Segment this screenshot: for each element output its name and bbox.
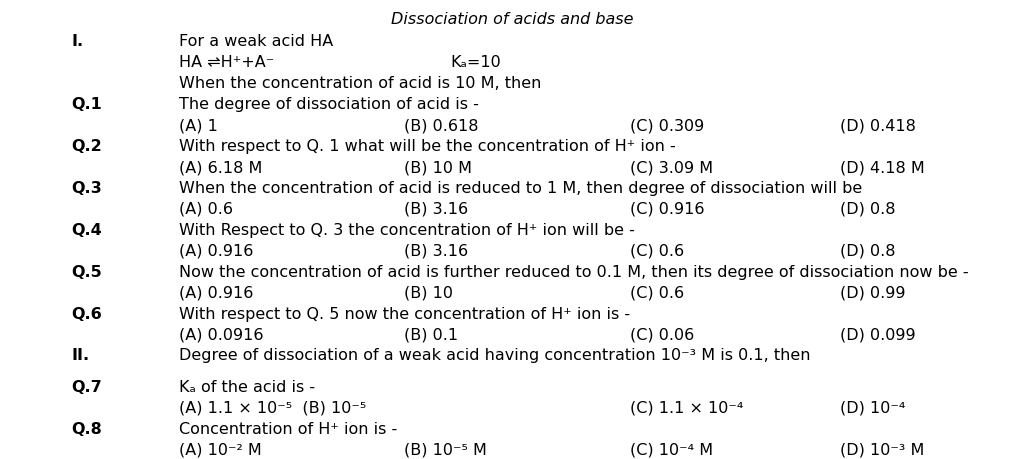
Text: Dissociation of acids and base: Dissociation of acids and base bbox=[391, 11, 633, 27]
Text: (D) 0.99: (D) 0.99 bbox=[840, 285, 905, 300]
Text: The degree of dissociation of acid is -: The degree of dissociation of acid is - bbox=[179, 97, 479, 112]
Text: (B) 10: (B) 10 bbox=[404, 285, 454, 300]
Text: (A) 10⁻² M: (A) 10⁻² M bbox=[179, 442, 262, 457]
Text: With respect to Q. 1 what will be the concentration of H⁺ ion -: With respect to Q. 1 what will be the co… bbox=[179, 139, 676, 154]
Text: Q.1: Q.1 bbox=[72, 97, 102, 112]
Text: Q.3: Q.3 bbox=[72, 180, 102, 196]
Text: (C) 0.309: (C) 0.309 bbox=[630, 118, 705, 133]
Text: (C) 0.6: (C) 0.6 bbox=[630, 285, 684, 300]
Text: Now the concentration of acid is further reduced to 0.1 M, then its degree of di: Now the concentration of acid is further… bbox=[179, 264, 969, 279]
Text: (B) 10⁻⁵ M: (B) 10⁻⁵ M bbox=[404, 442, 487, 457]
Text: (A) 0.916: (A) 0.916 bbox=[179, 243, 254, 258]
Text: (C) 0.06: (C) 0.06 bbox=[630, 327, 694, 342]
Text: II.: II. bbox=[72, 347, 90, 363]
Text: (A) 0.0916: (A) 0.0916 bbox=[179, 327, 264, 342]
Text: Concentration of H⁺ ion is -: Concentration of H⁺ ion is - bbox=[179, 421, 397, 436]
Text: (D) 0.8: (D) 0.8 bbox=[840, 243, 895, 258]
Text: (C) 10⁻⁴ M: (C) 10⁻⁴ M bbox=[630, 442, 713, 457]
Text: (C) 0.6: (C) 0.6 bbox=[630, 243, 684, 258]
Text: (B) 3.16: (B) 3.16 bbox=[404, 243, 469, 258]
Text: (C) 3.09 M: (C) 3.09 M bbox=[630, 160, 713, 175]
Text: (D) 0.099: (D) 0.099 bbox=[840, 327, 915, 342]
Text: (B) 3.16: (B) 3.16 bbox=[404, 202, 469, 217]
Text: (D) 0.418: (D) 0.418 bbox=[840, 118, 915, 133]
Text: (C) 0.916: (C) 0.916 bbox=[630, 202, 705, 217]
Text: Kₐ=10: Kₐ=10 bbox=[451, 55, 502, 70]
Text: (A) 0.6: (A) 0.6 bbox=[179, 202, 233, 217]
Text: (D) 4.18 M: (D) 4.18 M bbox=[840, 160, 925, 175]
Text: (A) 0.916: (A) 0.916 bbox=[179, 285, 254, 300]
Text: Q.2: Q.2 bbox=[72, 139, 102, 154]
Text: Q.6: Q.6 bbox=[72, 306, 102, 321]
Text: Q.4: Q.4 bbox=[72, 222, 102, 237]
Text: HA ⇌H⁺+A⁻: HA ⇌H⁺+A⁻ bbox=[179, 55, 274, 70]
Text: (A) 1: (A) 1 bbox=[179, 118, 218, 133]
Text: With Respect to Q. 3 the concentration of H⁺ ion will be -: With Respect to Q. 3 the concentration o… bbox=[179, 222, 635, 237]
Text: Q.8: Q.8 bbox=[72, 421, 102, 436]
Text: (D) 0.8: (D) 0.8 bbox=[840, 202, 895, 217]
Text: Q.5: Q.5 bbox=[72, 264, 102, 279]
Text: Kₐ of the acid is -: Kₐ of the acid is - bbox=[179, 379, 315, 394]
Text: Q.7: Q.7 bbox=[72, 379, 102, 394]
Text: When the concentration of acid is 10 M, then: When the concentration of acid is 10 M, … bbox=[179, 76, 542, 91]
Text: (C) 1.1 × 10⁻⁴: (C) 1.1 × 10⁻⁴ bbox=[630, 400, 743, 415]
Text: I.: I. bbox=[72, 34, 84, 50]
Text: (D) 10⁻⁴: (D) 10⁻⁴ bbox=[840, 400, 905, 415]
Text: Degree of dissociation of a weak acid having concentration 10⁻³ M is 0.1, then: Degree of dissociation of a weak acid ha… bbox=[179, 347, 811, 363]
Text: (D) 10⁻³ M: (D) 10⁻³ M bbox=[840, 442, 924, 457]
Text: (B) 0.1: (B) 0.1 bbox=[404, 327, 459, 342]
Text: For a weak acid HA: For a weak acid HA bbox=[179, 34, 334, 50]
Text: (B) 10 M: (B) 10 M bbox=[404, 160, 472, 175]
Text: (B) 0.618: (B) 0.618 bbox=[404, 118, 479, 133]
Text: With respect to Q. 5 now the concentration of H⁺ ion is -: With respect to Q. 5 now the concentrati… bbox=[179, 306, 631, 321]
Text: When the concentration of acid is reduced to 1 M, then degree of dissociation wi: When the concentration of acid is reduce… bbox=[179, 180, 862, 196]
Text: (A) 1.1 × 10⁻⁵  (B) 10⁻⁵: (A) 1.1 × 10⁻⁵ (B) 10⁻⁵ bbox=[179, 400, 367, 415]
Text: (A) 6.18 M: (A) 6.18 M bbox=[179, 160, 262, 175]
